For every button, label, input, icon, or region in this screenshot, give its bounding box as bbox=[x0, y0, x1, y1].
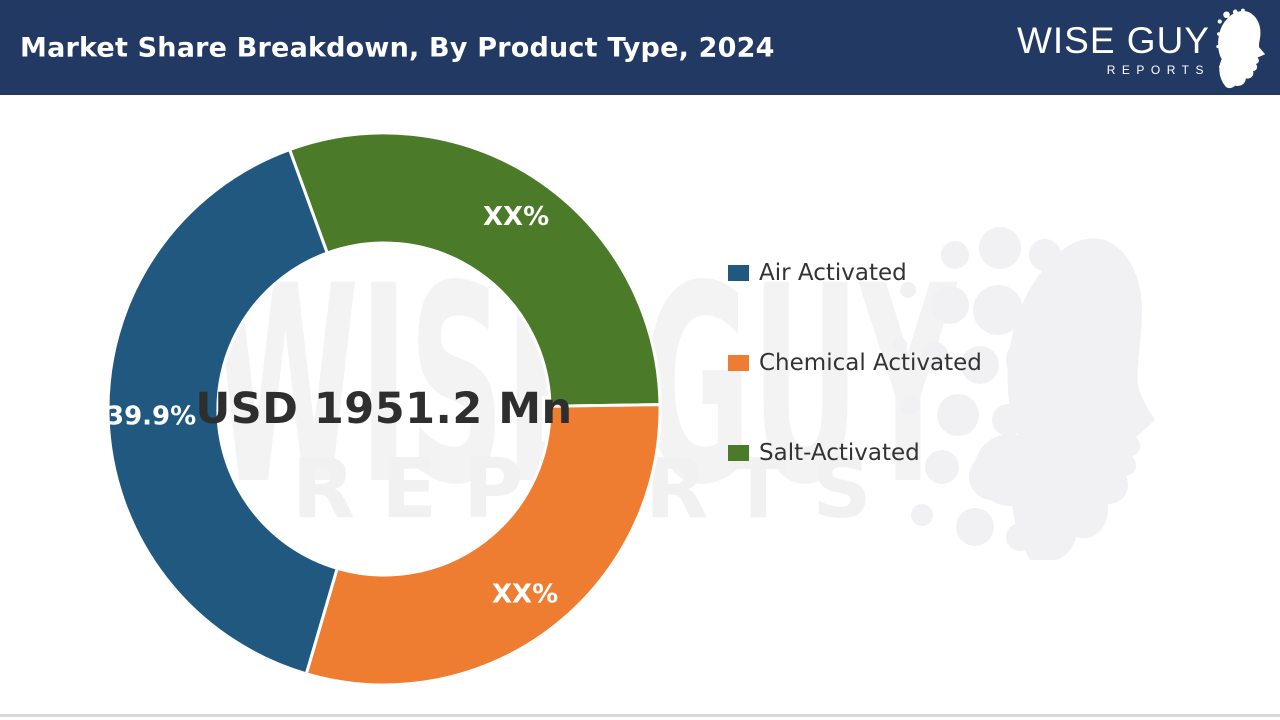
legend-item-air-activated: Air Activated bbox=[728, 257, 982, 288]
donut-chart: XX% XX% 39.9% bbox=[106, 131, 662, 687]
slice-chemical-activated bbox=[304, 403, 662, 687]
slice-air-activated bbox=[106, 148, 339, 676]
legend-item-salt-activated: Salt-Activated bbox=[728, 437, 982, 468]
legend-swatch-air-activated bbox=[728, 264, 749, 281]
brand-logo: WISE GUY REPORTS bbox=[1017, 8, 1268, 90]
brand-subtitle: REPORTS bbox=[1106, 62, 1210, 77]
legend-label: Air Activated bbox=[759, 259, 907, 286]
legend-label: Chemical Activated bbox=[759, 349, 982, 376]
slice-pct-label: XX% bbox=[492, 579, 558, 609]
brand-logo-text: WISE GUY REPORTS bbox=[1017, 22, 1210, 77]
bottom-divider bbox=[0, 714, 1280, 717]
brand-face-icon bbox=[1216, 8, 1266, 89]
chart-area: WISE GUY REPORTS XX%XX%39.9% USD 1951.2 … bbox=[0, 95, 1280, 720]
slice-salt-activated bbox=[288, 131, 662, 408]
legend-label: Salt-Activated bbox=[759, 439, 920, 466]
page-title: Market Share Breakdown, By Product Type,… bbox=[20, 32, 775, 63]
legend-swatch-salt-activated bbox=[728, 444, 749, 461]
brand-name: WISE GUY bbox=[1016, 19, 1210, 61]
watermark-face-graphic bbox=[890, 227, 1155, 560]
header-bar: Market Share Breakdown, By Product Type,… bbox=[0, 0, 1280, 95]
chart-center-value: USD 1951.2 Mn bbox=[195, 384, 573, 434]
slice-pct-label: 39.9% bbox=[106, 401, 196, 431]
chart-legend: Air Activated Chemical Activated Salt-Ac… bbox=[728, 257, 982, 527]
slice-pct-label: XX% bbox=[483, 202, 549, 232]
legend-item-chemical-activated: Chemical Activated bbox=[728, 347, 982, 378]
legend-swatch-chemical-activated bbox=[728, 354, 749, 371]
